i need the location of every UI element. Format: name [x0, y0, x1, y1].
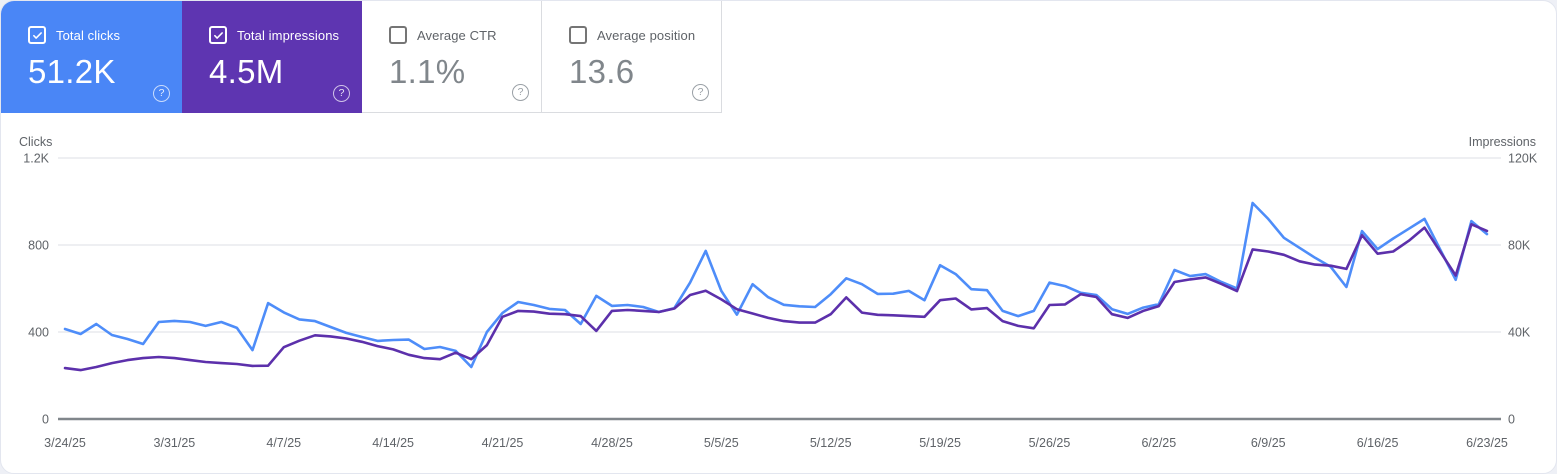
- metric-card-label: Average position: [597, 27, 696, 43]
- performance-chart[interactable]: 1.2K 800 400 0 120K 80K 40K 0 3/24/25 3/31/25 4/7/…: [1, 113, 1557, 474]
- metric-card-header: Total impressions: [209, 26, 362, 44]
- x-axis-date-label: 4/14/25: [372, 436, 414, 450]
- metric-card-value: 1.1%: [389, 53, 466, 90]
- left-axis-title: Clicks: [19, 135, 53, 149]
- metric-cards-row: Total clicks 51.2K ? Total impressions 4…: [1, 1, 1556, 113]
- right-axis-tick: 80K: [1508, 239, 1531, 253]
- help-icon[interactable]: ?: [153, 85, 170, 102]
- clicks-line: [63, 201, 1489, 369]
- help-icon[interactable]: ?: [692, 84, 709, 101]
- metric-card-label: Total clicks: [56, 27, 121, 43]
- chart-area: Clicks Impressions 1.2K 800 400 0 120K 80K 40K…: [1, 113, 1557, 474]
- left-axis-tick: 1.2K: [23, 152, 49, 166]
- help-icon[interactable]: ?: [333, 85, 350, 102]
- x-axis-date-label: 3/31/25: [154, 436, 196, 450]
- checkbox-unchecked-icon[interactable]: [569, 26, 587, 44]
- metric-card-label: Total impressions: [237, 27, 340, 43]
- right-axis-tick: 0: [1508, 413, 1515, 427]
- x-axis-date-label: 5/26/25: [1029, 436, 1071, 450]
- x-axis-date-label: 3/24/25: [44, 436, 86, 450]
- impressions-line: [63, 223, 1489, 372]
- left-axis-tick: 0: [42, 413, 49, 427]
- x-axis-date-label: 4/28/25: [591, 436, 633, 450]
- x-axis-date-label: 6/23/25: [1466, 436, 1508, 450]
- metric-card-value: 51.2K: [28, 53, 116, 90]
- right-axis-tick: 120K: [1508, 152, 1538, 166]
- metric-card-average-ctr[interactable]: Average CTR 1.1% ?: [362, 1, 542, 113]
- checkbox-unchecked-icon[interactable]: [389, 26, 407, 44]
- x-axis-date-label: 5/19/25: [919, 436, 961, 450]
- x-axis-date-label: 6/2/25: [1141, 436, 1176, 450]
- check-icon: [32, 31, 42, 39]
- metric-card-total-impressions[interactable]: Total impressions 4.5M ?: [182, 1, 362, 113]
- left-axis-tick: 400: [28, 326, 49, 340]
- left-axis-tick: 800: [28, 239, 49, 253]
- x-axis-date-label: 4/7/25: [266, 436, 301, 450]
- metric-card-value: 13.6: [569, 53, 635, 90]
- metric-card-average-position[interactable]: Average position 13.6 ?: [542, 1, 722, 113]
- checkbox-checked-icon[interactable]: [209, 26, 227, 44]
- x-axis-date-label: 5/12/25: [810, 436, 852, 450]
- x-axis-date-label: 5/5/25: [704, 436, 739, 450]
- checkbox-checked-icon[interactable]: [28, 26, 46, 44]
- x-axis-date-label: 6/16/25: [1357, 436, 1399, 450]
- help-icon[interactable]: ?: [512, 84, 529, 101]
- metric-card-header: Average CTR: [389, 26, 541, 44]
- x-axis-date-label: 6/9/25: [1251, 436, 1286, 450]
- metric-card-total-clicks[interactable]: Total clicks 51.2K ?: [1, 1, 182, 113]
- right-axis-tick: 40K: [1508, 326, 1531, 340]
- x-axis-date-label: 4/21/25: [482, 436, 524, 450]
- right-axis-title: Impressions: [1468, 135, 1536, 149]
- metric-card-value: 4.5M: [209, 53, 284, 90]
- check-icon: [213, 31, 223, 39]
- metric-card-label: Average CTR: [417, 27, 497, 43]
- metric-card-header: Total clicks: [28, 26, 182, 44]
- metric-card-header: Average position: [569, 26, 721, 44]
